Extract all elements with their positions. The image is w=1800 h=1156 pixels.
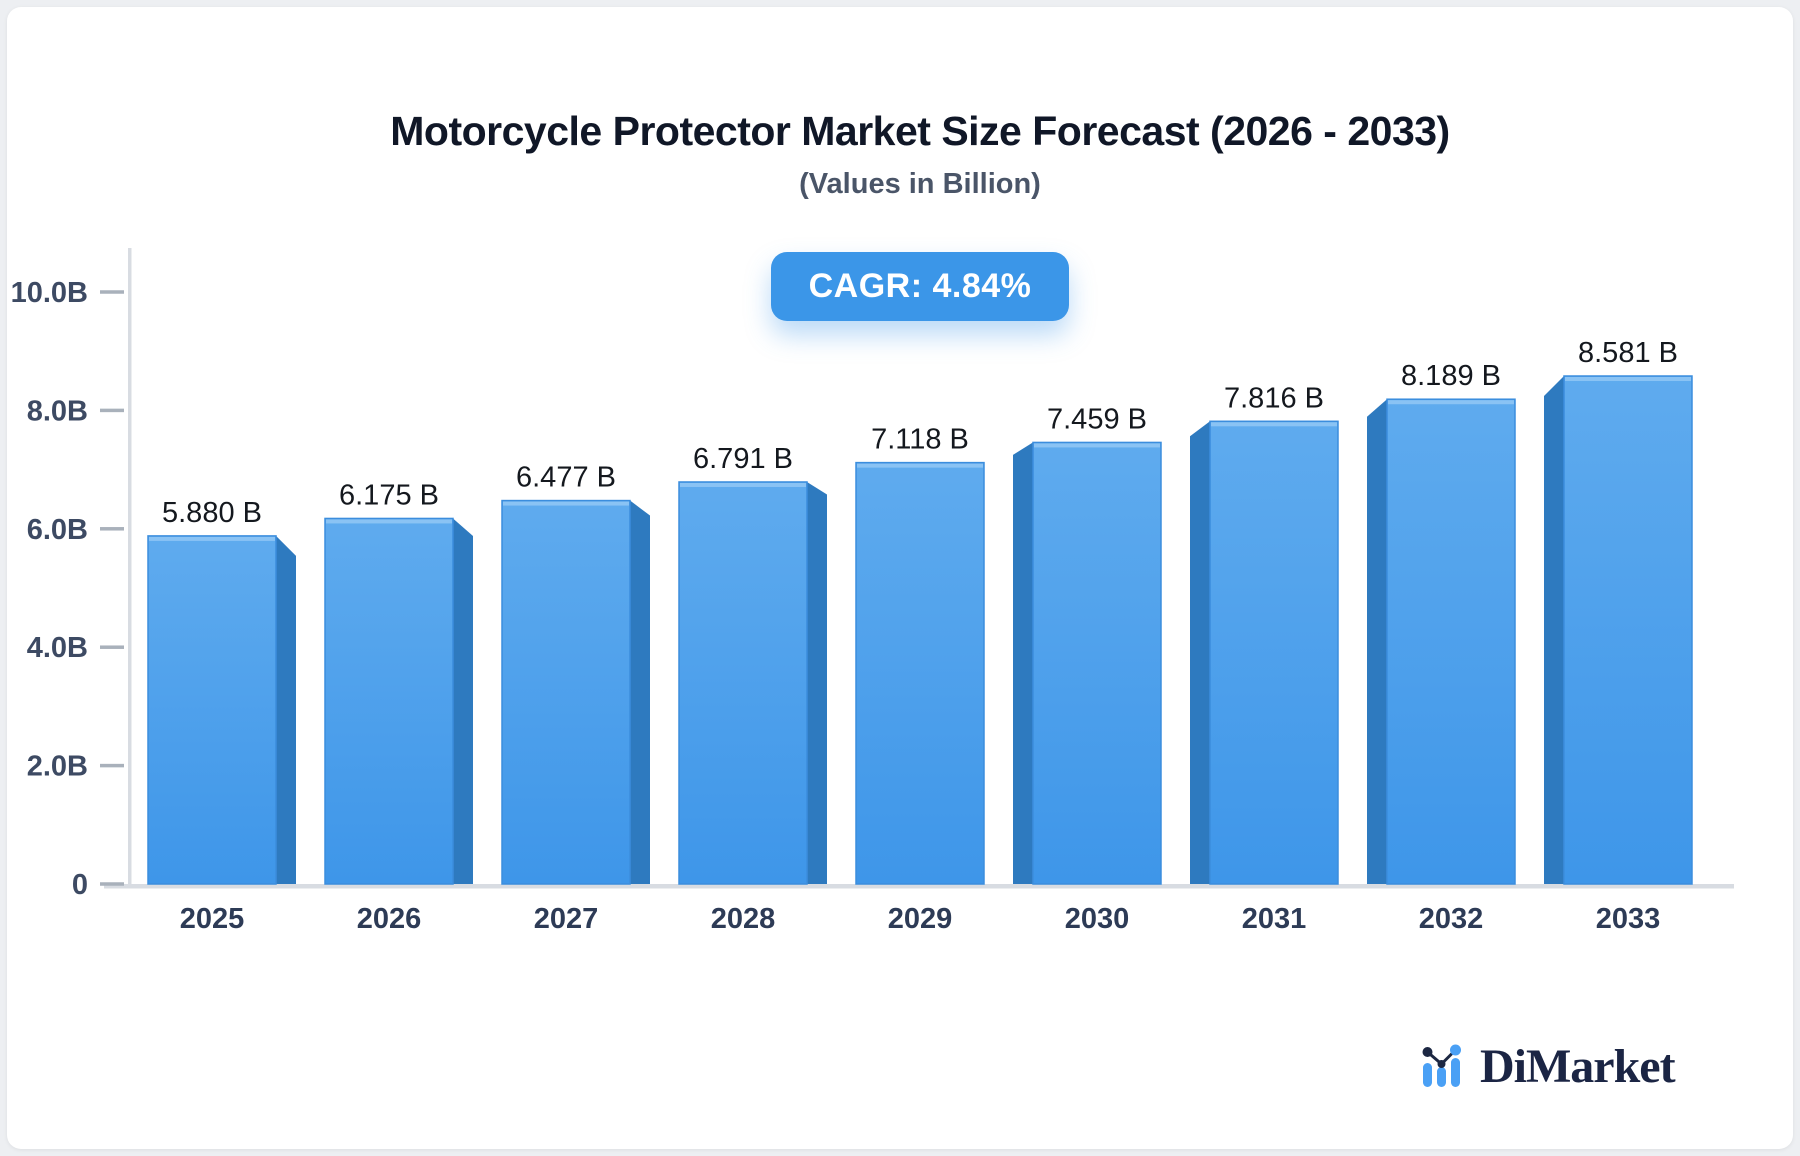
y-tick: [100, 763, 124, 768]
bar: [147, 535, 277, 885]
bar-side-face: [1367, 399, 1387, 884]
x-axis-label: 2025: [180, 903, 245, 935]
bar-group: 7.118 B 2029: [855, 424, 985, 935]
x-axis-label: 2028: [711, 903, 776, 935]
value-label: 7.118 B: [871, 424, 969, 456]
bar-side-face: [453, 518, 473, 884]
bar-group: 7.816 B 2031: [1190, 382, 1339, 935]
y-axis-label: 10.0B: [11, 277, 88, 309]
bar: [1209, 420, 1339, 885]
y-axis-line: [128, 248, 132, 886]
chart-subtitle: (Values in Billion): [799, 168, 1041, 200]
dimarket-logo: DiMarket: [1416, 1036, 1676, 1096]
bar: [855, 461, 985, 885]
axis-layer: 0 2.0B 4.0B 6.0B 8.0B 10.0B: [11, 248, 1734, 901]
y-tick: [100, 882, 124, 886]
value-label: 6.791 B: [693, 443, 793, 475]
bar-top-edge: [680, 482, 806, 487]
dimarket-logo-text: DiMarket: [1480, 1039, 1676, 1093]
bar-group: 6.477 B 2027: [501, 462, 650, 935]
bar-side-face: [276, 535, 296, 884]
bar: [324, 517, 454, 885]
x-axis-label: 2031: [1242, 903, 1307, 935]
x-axis-label: 2030: [1065, 903, 1130, 935]
y-tick: [100, 290, 124, 294]
value-label: 8.189 B: [1401, 360, 1501, 392]
y-tick: [100, 645, 124, 649]
x-axis-label: 2027: [534, 903, 599, 935]
y-tick: [100, 527, 124, 531]
value-label: 7.459 B: [1047, 403, 1147, 435]
bar-top-edge: [149, 536, 275, 541]
x-axis-label: 2029: [888, 903, 953, 935]
bar-side-face: [807, 481, 827, 884]
bar-top-edge: [1211, 422, 1337, 427]
bar: [1563, 375, 1693, 885]
y-axis-label: 8.0B: [27, 395, 88, 427]
x-axis-line: [104, 884, 1734, 889]
bar-top-edge: [326, 519, 452, 524]
bar-side-face: [1544, 376, 1564, 884]
bar-group: 6.175 B 2026: [324, 479, 473, 935]
bar-top-edge: [1034, 443, 1160, 448]
value-label: 6.175 B: [339, 479, 439, 511]
bar-group: 6.791 B 2028: [678, 443, 827, 935]
bar-side-face: [1190, 421, 1210, 884]
bar: [678, 481, 808, 885]
bar-top-edge: [503, 501, 629, 506]
bar: [501, 499, 631, 885]
y-axis-label: 2.0B: [27, 751, 88, 783]
bar-group: 8.189 B 2032: [1367, 360, 1516, 935]
bar-group: 7.459 B 2030: [1013, 403, 1162, 935]
bar-side-face: [630, 500, 650, 884]
bar: [1032, 441, 1162, 885]
value-label: 7.816 B: [1224, 382, 1324, 414]
value-label: 5.880 B: [162, 497, 262, 529]
chart-title: Motorcycle Protector Market Size Forecas…: [390, 108, 1450, 154]
y-tick: [100, 408, 124, 413]
bar-group: 8.581 B 2033: [1544, 337, 1693, 935]
x-axis-label: 2026: [357, 903, 422, 935]
plot-area: 5.880 B 2025 6.175 B 2026 6.477 B 2027 6.791 B…: [147, 337, 1693, 935]
y-axis-label: 0: [72, 869, 88, 901]
value-label: 8.581 B: [1578, 337, 1678, 369]
bar-top-edge: [1565, 377, 1691, 382]
cagr-badge: CAGR: 4.84%: [770, 252, 1070, 321]
y-axis-label: 6.0B: [27, 514, 88, 546]
x-axis-label: 2032: [1419, 903, 1484, 935]
bar-top-edge: [857, 463, 983, 468]
bar-group: 5.880 B 2025: [147, 497, 296, 935]
value-label: 6.477 B: [516, 462, 616, 494]
dimarket-logo-icon: [1422, 1044, 1461, 1087]
cagr-badge-wrap: CAGR: 4.84%: [40, 252, 1800, 321]
bar: [1386, 398, 1516, 885]
bar-side-face: [1013, 442, 1033, 884]
bar-top-edge: [1388, 400, 1514, 405]
y-axis-label: 4.0B: [27, 632, 88, 664]
x-axis-label: 2033: [1596, 903, 1661, 935]
